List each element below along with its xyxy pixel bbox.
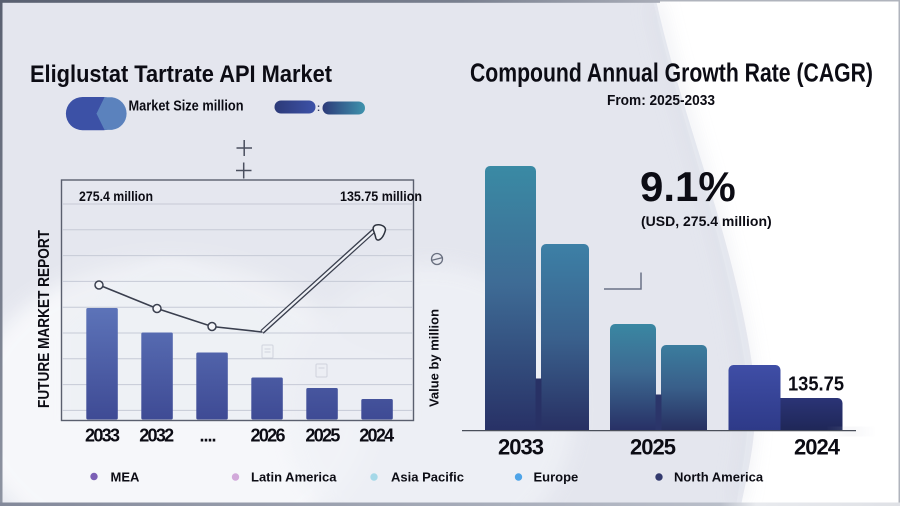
svg-text:Eliglustat Tartrate API Market: Eliglustat Tartrate API Market [30,61,332,88]
svg-text:135.75 million: 135.75 million [340,188,422,204]
svg-text:135.75: 135.75 [788,374,844,396]
svg-text:2024: 2024 [359,426,394,446]
svg-text:Europe: Europe [534,470,579,485]
svg-text:2032: 2032 [139,426,174,446]
svg-text:Market Size million: Market Size million [129,98,244,115]
svg-text:From: 2025-2033: From: 2025-2033 [607,92,715,109]
svg-text:Compound Annual Growth Rate (C: Compound Annual Growth Rate (CAGR) [470,60,873,88]
svg-text:Latin America: Latin America [251,470,337,485]
svg-text:2025: 2025 [305,426,340,446]
svg-text::: : [317,103,320,114]
svg-text:MEA: MEA [111,470,141,485]
svg-text:2026: 2026 [251,426,286,446]
svg-text:(USD, 275.4 million): (USD, 275.4 million) [641,213,772,229]
svg-text:Asia Pacific: Asia Pacific [391,470,464,485]
svg-text:FUTURE MARKET REPORT: FUTURE MARKET REPORT [36,230,53,408]
svg-text:9.1%: 9.1% [640,163,736,210]
svg-text:North America: North America [674,470,764,485]
svg-text:2033: 2033 [85,426,120,446]
svg-text:2025: 2025 [630,435,676,460]
svg-text:2033: 2033 [498,435,544,460]
svg-text:2024: 2024 [794,435,841,460]
svg-text:Value by million: Value by million [428,309,442,407]
svg-text:....: .... [200,426,217,446]
svg-text:275.4 million: 275.4 million [79,188,153,204]
